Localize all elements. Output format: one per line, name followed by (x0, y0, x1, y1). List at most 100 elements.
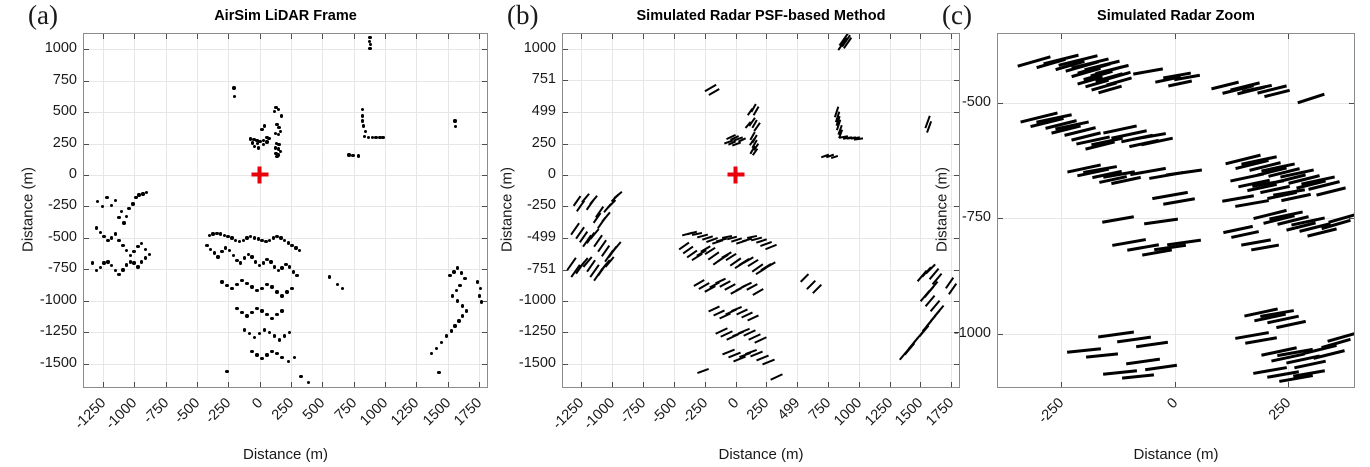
data-point (124, 248, 129, 253)
gridline-horizontal (563, 80, 959, 81)
ytick-mark (954, 144, 959, 145)
xtick-mark (951, 382, 952, 387)
ytick-mark (563, 301, 568, 302)
xtick-label: 250 (1265, 395, 1295, 424)
data-point (117, 216, 121, 220)
gridline-vertical (797, 34, 798, 387)
data-point (460, 304, 465, 308)
data-point (328, 275, 332, 279)
ytick-label: -751 (526, 260, 556, 277)
gridline-horizontal (563, 301, 959, 302)
data-point (246, 252, 250, 256)
data-point (139, 241, 144, 246)
xtick-mark (197, 34, 198, 39)
data-point (218, 232, 223, 236)
gridline-horizontal (84, 238, 487, 239)
data-point (271, 236, 276, 240)
data-point (113, 199, 118, 203)
ytick-label: 751 (531, 71, 556, 88)
gridline-vertical (260, 34, 261, 387)
data-point (280, 266, 284, 270)
xtick-mark (103, 382, 104, 387)
data-point (360, 114, 365, 118)
data-point (139, 260, 144, 264)
xtick-mark (1061, 34, 1062, 39)
xtick-mark (890, 34, 891, 39)
data-point (102, 261, 106, 265)
data-point (274, 105, 278, 110)
data-streak (1136, 340, 1169, 348)
gridline-vertical (859, 34, 860, 387)
data-point (270, 349, 274, 353)
data-point (479, 300, 484, 304)
data-point (216, 255, 220, 259)
data-streak (1251, 243, 1280, 252)
ytick-label: -500 (47, 228, 77, 245)
data-point (109, 236, 114, 240)
xtick-mark (797, 382, 798, 387)
data-point (453, 324, 457, 328)
data-point (211, 232, 215, 236)
gridline-vertical (322, 34, 323, 387)
ytick-mark (482, 49, 487, 50)
data-point (264, 240, 268, 244)
data-point (279, 114, 284, 118)
gridline-horizontal (84, 144, 487, 145)
xtick-mark (416, 34, 417, 39)
data-point (454, 124, 458, 129)
ytick-label: -1000 (953, 324, 991, 341)
gridline-vertical (448, 34, 449, 387)
data-point (460, 314, 465, 318)
data-point (292, 355, 297, 360)
xtick-mark (1061, 382, 1062, 387)
xtick-mark (103, 34, 104, 39)
data-point (262, 328, 267, 332)
ytick-label: -1250 (39, 323, 77, 340)
ytick-mark (998, 334, 1003, 335)
data-point (278, 150, 282, 154)
data-point (252, 236, 257, 240)
ytick-mark (954, 301, 959, 302)
ytick-mark (563, 144, 568, 145)
ytick-mark (482, 81, 487, 82)
data-point (454, 289, 459, 293)
data-point (272, 265, 277, 269)
data-point (261, 261, 265, 265)
data-point (258, 139, 262, 143)
ytick-label: -1000 (39, 291, 77, 308)
ytick-label: 0 (68, 165, 77, 182)
data-point (252, 138, 256, 142)
data-point (272, 334, 277, 338)
data-point (434, 347, 439, 351)
data-point (124, 214, 129, 219)
data-point (106, 260, 110, 264)
xtick-mark (736, 34, 737, 39)
data-streak (1144, 217, 1179, 226)
data-point (277, 338, 282, 342)
data-point (249, 234, 253, 239)
xtick-mark (1288, 34, 1289, 39)
xtick-mark (197, 382, 198, 387)
data-streak (1234, 198, 1269, 208)
ytick-mark (84, 112, 89, 113)
ytick-mark (482, 238, 487, 239)
data-point (356, 154, 361, 158)
ytick-label: -1250 (518, 323, 556, 340)
gridline-vertical (166, 34, 167, 387)
data-point (275, 290, 279, 294)
ytick-mark (1349, 103, 1354, 104)
ytick-label: -250 (526, 197, 556, 214)
gridline-vertical (134, 34, 135, 387)
data-point (306, 381, 311, 385)
data-point (463, 276, 467, 280)
data-point (207, 233, 212, 238)
xtick-label: -250 (1035, 395, 1068, 427)
gridline-vertical (1288, 34, 1289, 387)
data-point (477, 294, 482, 298)
xtick-mark (766, 382, 767, 387)
data-point (276, 153, 281, 157)
data-point (450, 294, 455, 298)
xtick-mark (643, 34, 644, 39)
data-point (256, 237, 260, 241)
data-point (448, 274, 452, 278)
